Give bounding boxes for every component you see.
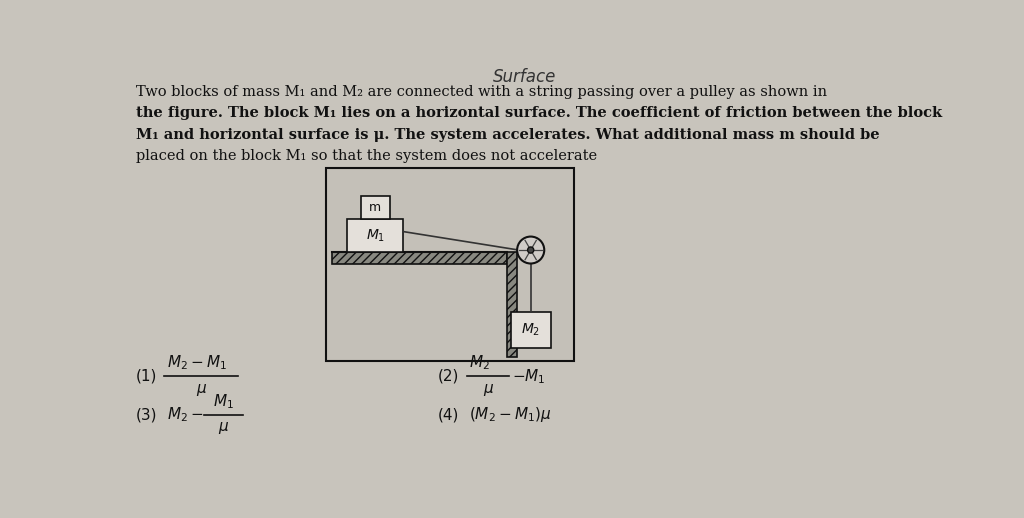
Text: $M_2$: $M_2$ <box>469 353 489 372</box>
Text: Surface: Surface <box>494 68 556 87</box>
Text: M₁ and horizontal surface is μ. The system accelerates. What additional mass m s: M₁ and horizontal surface is μ. The syst… <box>136 127 880 141</box>
Bar <box>507 252 517 357</box>
Text: (2): (2) <box>438 369 460 384</box>
Text: $(M_2-M_1)\mu$: $(M_2-M_1)\mu$ <box>469 405 552 424</box>
Text: Two blocks of mass M₁ and M₂ are connected with a string passing over a pulley a: Two blocks of mass M₁ and M₂ are connect… <box>136 85 826 99</box>
Text: $-M_1$: $-M_1$ <box>512 367 545 386</box>
Text: $\mu$: $\mu$ <box>218 420 229 436</box>
Text: $M_1$: $M_1$ <box>366 227 385 243</box>
Bar <box>326 168 573 361</box>
Text: $\mu$: $\mu$ <box>482 382 494 398</box>
Text: m: m <box>370 201 381 214</box>
Bar <box>511 312 551 348</box>
Text: $\mu$: $\mu$ <box>196 382 207 398</box>
Bar <box>332 252 507 264</box>
Text: (4): (4) <box>438 407 460 422</box>
Text: $M_2-M_1$: $M_2-M_1$ <box>167 353 226 372</box>
Text: (1): (1) <box>136 369 157 384</box>
Bar <box>347 219 403 252</box>
Text: $M_2$: $M_2$ <box>521 322 541 338</box>
Text: placed on the block M₁ so that the system does not accelerate: placed on the block M₁ so that the syste… <box>136 149 597 163</box>
Bar <box>360 196 390 219</box>
Text: (3): (3) <box>136 407 158 422</box>
Circle shape <box>527 247 534 253</box>
Circle shape <box>517 237 544 264</box>
Text: $M_2 - $: $M_2 - $ <box>167 406 204 424</box>
Text: the figure. The block M₁ lies on a horizontal surface. The coefficient of fricti: the figure. The block M₁ lies on a horiz… <box>136 106 942 121</box>
Text: $M_1$: $M_1$ <box>213 392 233 411</box>
